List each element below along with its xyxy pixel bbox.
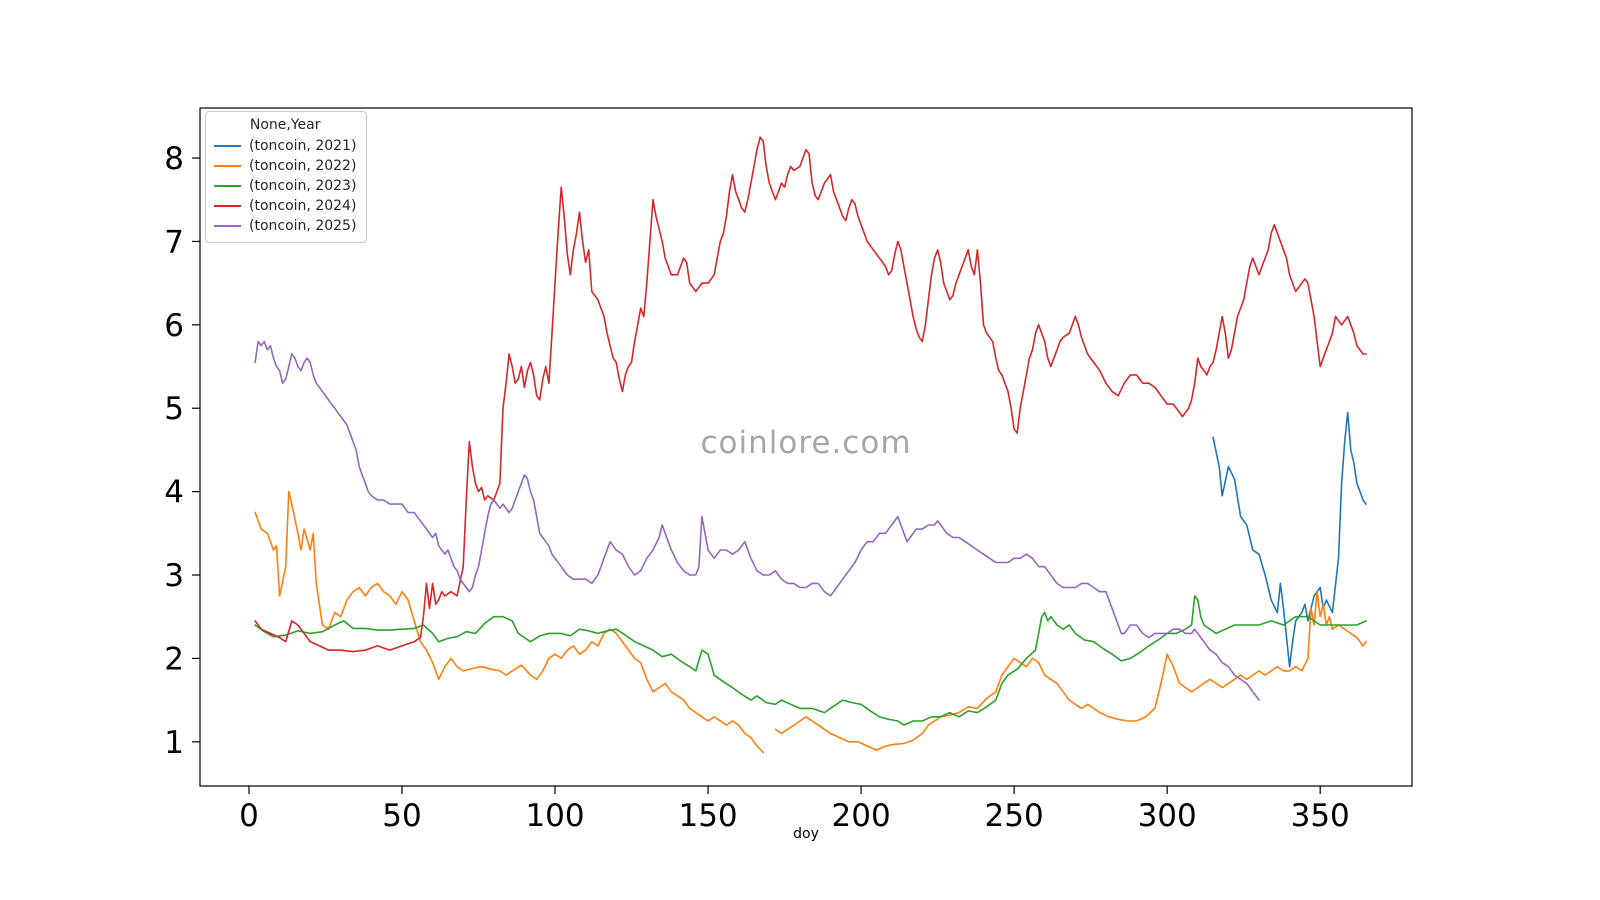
legend-line-swatch bbox=[214, 165, 241, 167]
legend-line-swatch bbox=[214, 145, 241, 147]
y-tick-label: 7 bbox=[164, 224, 184, 260]
series-line-2022 bbox=[774, 590, 1367, 751]
y-tick-label: 8 bbox=[164, 141, 184, 177]
x-tick-label: 300 bbox=[1138, 798, 1197, 834]
legend-entries: (toncoin, 2021) (toncoin, 2022) (toncoin, … bbox=[214, 136, 356, 236]
legend-item: (toncoin, 2025) bbox=[214, 216, 356, 236]
legend-label: (toncoin, 2021) bbox=[249, 138, 357, 154]
x-tick-label: 150 bbox=[678, 798, 737, 834]
series-line-2021 bbox=[1212, 411, 1367, 668]
y-tick-label: 5 bbox=[164, 391, 184, 427]
series-line-2023 bbox=[254, 595, 1367, 726]
plot-frame bbox=[199, 107, 1413, 787]
legend-item: (toncoin, 2023) bbox=[214, 176, 356, 196]
y-tick-label: 2 bbox=[164, 641, 184, 677]
legend-label: (toncoin, 2024) bbox=[249, 198, 357, 214]
legend-label: (toncoin, 2025) bbox=[249, 218, 357, 234]
legend: None,Year (toncoin, 2021) (toncoin, 2022)… bbox=[205, 111, 368, 243]
series-line-2022 bbox=[254, 490, 765, 754]
x-axis-label: doy bbox=[793, 826, 819, 842]
x-tick-label: 250 bbox=[985, 798, 1044, 834]
legend-line-swatch bbox=[214, 225, 241, 227]
x-tick-label: 200 bbox=[832, 798, 891, 834]
y-tick-label: 1 bbox=[164, 725, 184, 761]
legend-label: (toncoin, 2022) bbox=[249, 158, 357, 174]
legend-item: (toncoin, 2024) bbox=[214, 196, 356, 216]
watermark: coinlore.com bbox=[700, 425, 912, 461]
series-line-2024 bbox=[254, 136, 1367, 653]
legend-line-swatch bbox=[214, 205, 241, 207]
legend-line-swatch bbox=[214, 185, 241, 187]
y-tick-label: 6 bbox=[164, 308, 184, 344]
legend-label: (toncoin, 2023) bbox=[249, 178, 357, 194]
y-tick-label: 3 bbox=[164, 558, 184, 594]
legend-title: None,Year bbox=[249, 117, 321, 133]
x-tick-label: 100 bbox=[525, 798, 584, 834]
x-tick-label: 50 bbox=[382, 798, 421, 834]
y-tick-label: 4 bbox=[164, 475, 184, 511]
x-tick-label: 0 bbox=[239, 798, 259, 834]
legend-item: (toncoin, 2022) bbox=[214, 156, 356, 176]
series-line-2025 bbox=[254, 340, 1260, 701]
legend-item: (toncoin, 2021) bbox=[214, 136, 356, 156]
x-tick-label: 350 bbox=[1291, 798, 1350, 834]
